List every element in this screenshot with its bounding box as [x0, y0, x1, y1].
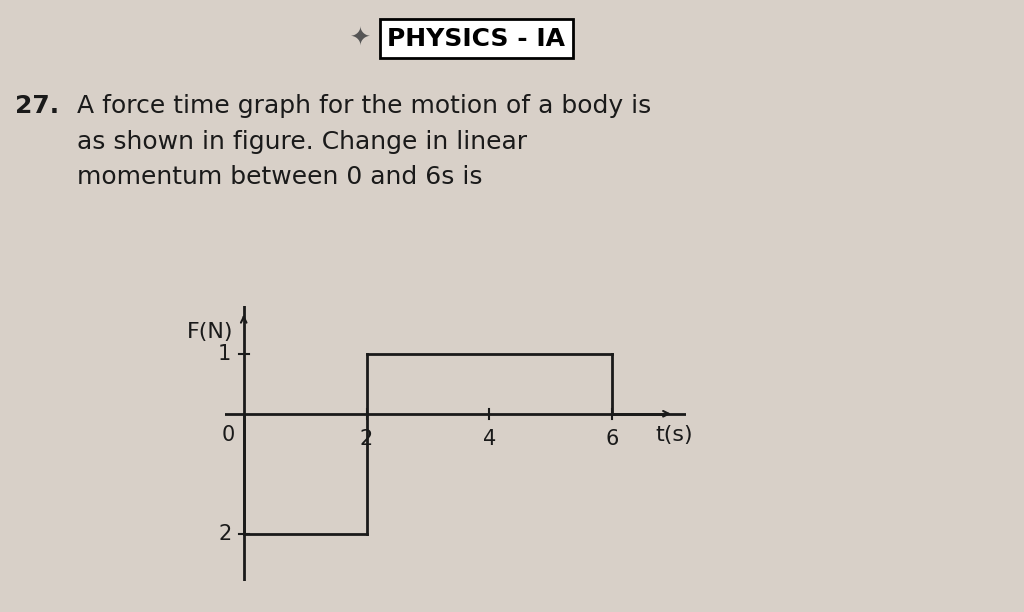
Text: t(s): t(s) — [655, 425, 692, 444]
Text: 2: 2 — [360, 429, 373, 449]
Text: A force time graph for the motion of a body is
as shown in figure. Change in lin: A force time graph for the motion of a b… — [77, 94, 651, 189]
Text: 6: 6 — [605, 429, 620, 449]
Text: 2: 2 — [218, 523, 231, 543]
Text: PHYSICS - IA: PHYSICS - IA — [387, 27, 565, 51]
Text: 1: 1 — [218, 344, 231, 364]
Text: ✦: ✦ — [350, 27, 372, 51]
Text: 0: 0 — [221, 425, 234, 444]
Text: 27.: 27. — [15, 94, 59, 118]
Text: F(N): F(N) — [186, 322, 233, 342]
Text: 4: 4 — [483, 429, 496, 449]
